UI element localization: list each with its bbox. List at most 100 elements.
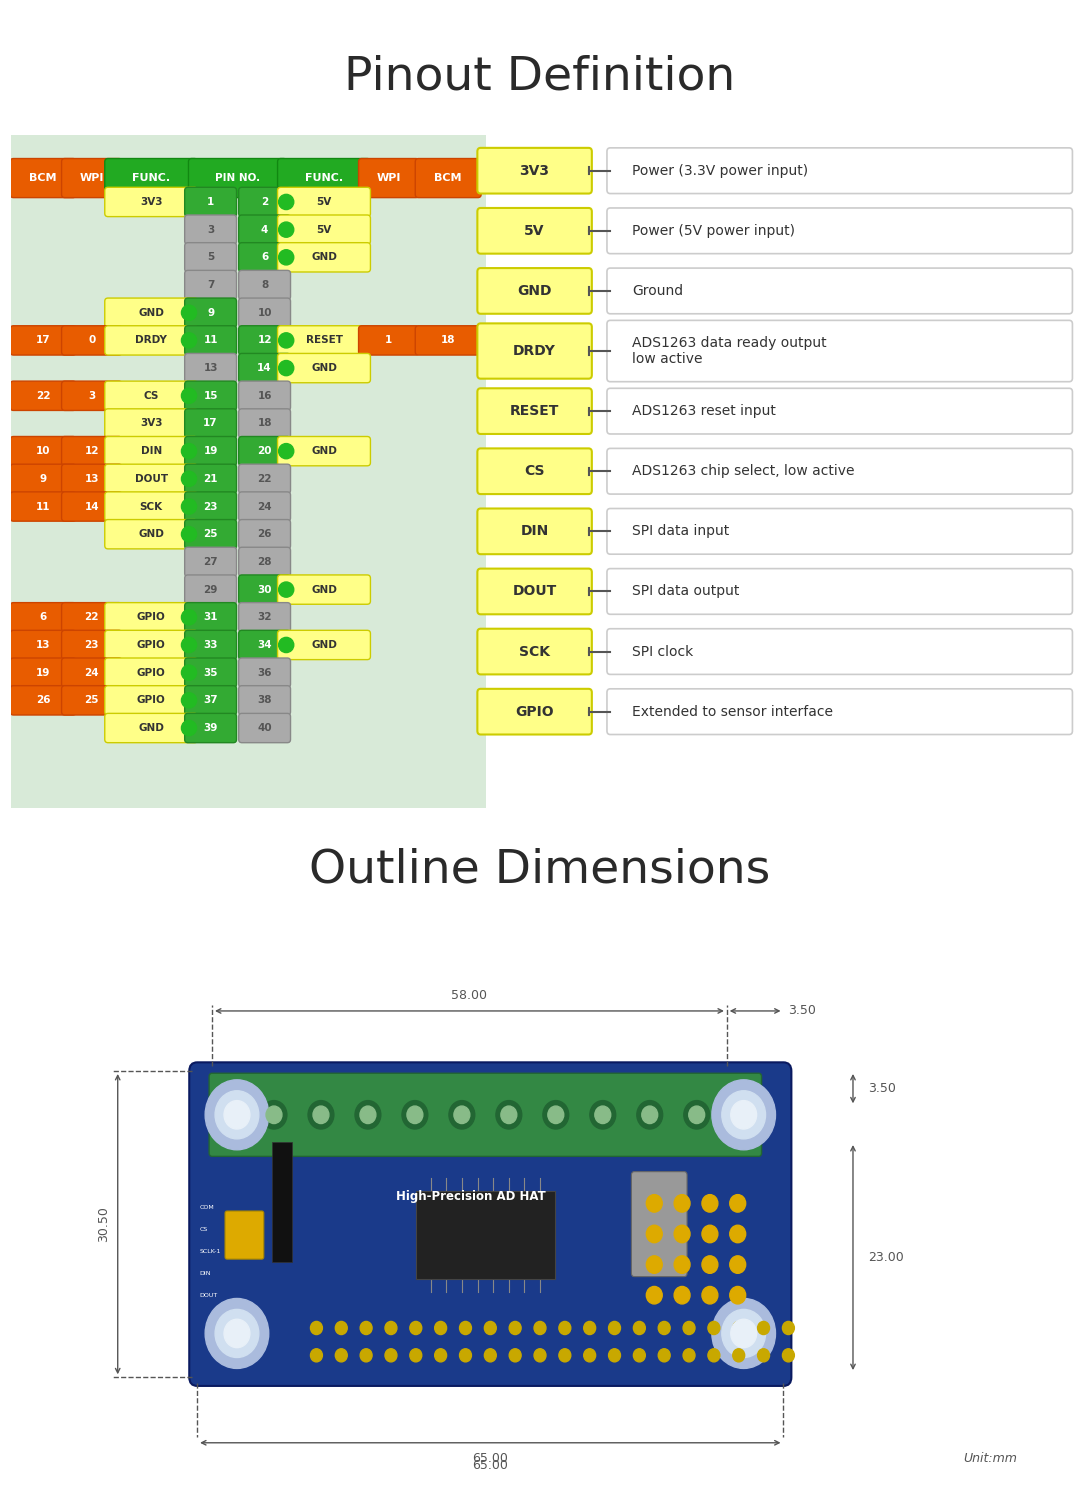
Circle shape xyxy=(730,1255,745,1273)
Circle shape xyxy=(224,1101,249,1129)
Text: 1: 1 xyxy=(386,335,392,346)
FancyBboxPatch shape xyxy=(239,381,291,410)
Text: 10: 10 xyxy=(257,308,272,317)
FancyBboxPatch shape xyxy=(477,449,592,494)
Circle shape xyxy=(310,1349,323,1361)
Text: 23.00: 23.00 xyxy=(868,1251,904,1264)
FancyBboxPatch shape xyxy=(105,685,198,715)
Text: Extended to sensor interface: Extended to sensor interface xyxy=(632,705,833,718)
FancyBboxPatch shape xyxy=(359,159,419,197)
FancyBboxPatch shape xyxy=(62,685,122,715)
FancyBboxPatch shape xyxy=(278,630,370,660)
Circle shape xyxy=(181,610,197,625)
Circle shape xyxy=(409,1321,422,1334)
FancyBboxPatch shape xyxy=(416,326,482,355)
Circle shape xyxy=(279,332,294,349)
Circle shape xyxy=(731,1101,757,1129)
Text: Power (5V power input): Power (5V power input) xyxy=(632,224,795,238)
Circle shape xyxy=(279,194,294,209)
Text: 40: 40 xyxy=(257,723,272,733)
FancyBboxPatch shape xyxy=(416,159,482,197)
FancyBboxPatch shape xyxy=(239,187,291,217)
Circle shape xyxy=(496,1101,522,1129)
FancyBboxPatch shape xyxy=(185,437,237,465)
Circle shape xyxy=(732,1349,745,1361)
Text: SCK: SCK xyxy=(139,501,163,512)
Circle shape xyxy=(646,1255,662,1273)
Text: SCK: SCK xyxy=(519,645,550,658)
Text: BCM: BCM xyxy=(434,174,462,183)
Text: 25: 25 xyxy=(84,696,99,705)
Text: 14: 14 xyxy=(257,364,272,373)
Circle shape xyxy=(683,1349,696,1361)
FancyBboxPatch shape xyxy=(278,215,370,244)
FancyBboxPatch shape xyxy=(477,208,592,254)
Text: 9: 9 xyxy=(207,308,214,317)
FancyBboxPatch shape xyxy=(239,548,291,576)
Text: 24: 24 xyxy=(84,667,99,678)
Circle shape xyxy=(355,1101,381,1129)
Text: Ground: Ground xyxy=(632,284,683,298)
Circle shape xyxy=(702,1255,718,1273)
Circle shape xyxy=(181,500,197,515)
FancyBboxPatch shape xyxy=(105,630,198,660)
FancyBboxPatch shape xyxy=(11,685,76,715)
Text: 37: 37 xyxy=(203,696,218,705)
Circle shape xyxy=(181,693,197,708)
Text: 21: 21 xyxy=(203,474,218,483)
Text: CS: CS xyxy=(199,1227,207,1233)
Text: GND: GND xyxy=(311,446,337,456)
Circle shape xyxy=(646,1225,662,1243)
Text: BCM: BCM xyxy=(29,174,57,183)
Circle shape xyxy=(702,1287,718,1305)
FancyBboxPatch shape xyxy=(239,242,291,272)
Circle shape xyxy=(730,1195,745,1212)
Text: 19: 19 xyxy=(203,446,218,456)
FancyBboxPatch shape xyxy=(239,714,291,742)
FancyBboxPatch shape xyxy=(105,159,198,197)
FancyBboxPatch shape xyxy=(105,658,198,687)
Text: CS: CS xyxy=(144,390,159,401)
Circle shape xyxy=(308,1101,334,1129)
FancyBboxPatch shape xyxy=(185,630,237,660)
Circle shape xyxy=(484,1321,497,1334)
FancyBboxPatch shape xyxy=(607,268,1072,314)
FancyBboxPatch shape xyxy=(278,187,370,217)
Circle shape xyxy=(407,1106,423,1123)
Circle shape xyxy=(181,332,197,349)
Circle shape xyxy=(214,1101,240,1129)
Circle shape xyxy=(266,1106,282,1123)
FancyBboxPatch shape xyxy=(477,323,592,378)
Circle shape xyxy=(583,1349,596,1361)
Text: COM: COM xyxy=(199,1206,214,1210)
Text: GPIO: GPIO xyxy=(515,705,554,718)
Circle shape xyxy=(509,1321,522,1334)
Circle shape xyxy=(590,1101,616,1129)
Circle shape xyxy=(384,1349,397,1361)
Text: 24: 24 xyxy=(257,501,272,512)
FancyBboxPatch shape xyxy=(278,574,370,604)
FancyBboxPatch shape xyxy=(239,603,291,631)
Text: 13: 13 xyxy=(203,364,218,373)
Text: GND: GND xyxy=(311,585,337,594)
FancyBboxPatch shape xyxy=(185,492,237,521)
Circle shape xyxy=(642,1106,658,1123)
FancyBboxPatch shape xyxy=(62,159,122,197)
Text: 3: 3 xyxy=(207,224,214,235)
Text: 3: 3 xyxy=(89,390,95,401)
Text: SCLK-1: SCLK-1 xyxy=(199,1249,220,1254)
FancyBboxPatch shape xyxy=(11,464,76,494)
Circle shape xyxy=(595,1106,610,1123)
Text: 12: 12 xyxy=(257,335,272,346)
Circle shape xyxy=(335,1321,348,1334)
Circle shape xyxy=(721,1091,766,1138)
FancyBboxPatch shape xyxy=(62,603,122,631)
Circle shape xyxy=(310,1321,323,1334)
Text: 3V3: 3V3 xyxy=(140,419,162,428)
FancyBboxPatch shape xyxy=(185,408,237,438)
FancyBboxPatch shape xyxy=(11,326,76,355)
Circle shape xyxy=(646,1287,662,1305)
Text: 5V: 5V xyxy=(316,224,332,235)
Text: 31: 31 xyxy=(203,612,218,622)
FancyBboxPatch shape xyxy=(11,159,76,197)
